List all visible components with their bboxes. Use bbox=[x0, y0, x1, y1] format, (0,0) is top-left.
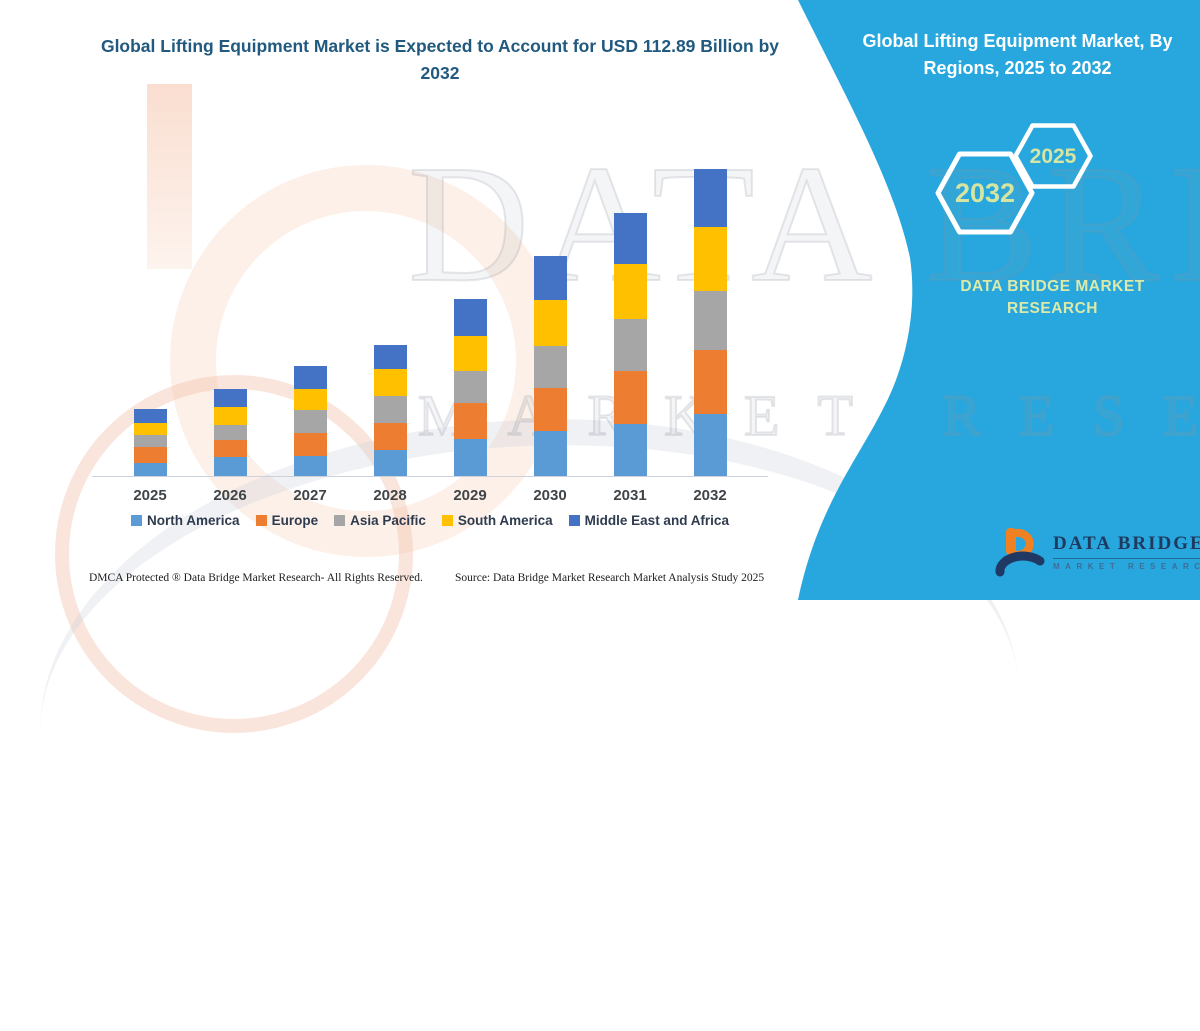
bar-segment bbox=[373, 395, 407, 423]
bar-segment bbox=[693, 290, 727, 351]
logo-swoosh bbox=[995, 551, 1045, 577]
legend: North America Europe Asia Pacific South Ame… bbox=[92, 513, 768, 528]
legend-item: Asia Pacific bbox=[334, 513, 426, 528]
bar-segment bbox=[373, 422, 407, 450]
x-axis-label-2027: 2027 bbox=[293, 487, 327, 504]
legend-marker-icon bbox=[255, 515, 267, 526]
bar-segment bbox=[453, 299, 487, 336]
hexagon-2032: 2032 bbox=[935, 151, 1035, 235]
bar-2028 bbox=[373, 344, 407, 476]
bar-segment bbox=[533, 299, 567, 347]
panel-brand-line2: RESEARCH bbox=[1007, 300, 1098, 317]
bar-segment bbox=[213, 425, 247, 440]
legend-label: Europe bbox=[271, 513, 319, 528]
legend-label: Asia Pacific bbox=[350, 513, 426, 528]
side-panel-shape bbox=[798, 0, 1200, 600]
bar-segment bbox=[533, 387, 567, 432]
bar-2026 bbox=[213, 389, 247, 476]
bar-segment bbox=[213, 439, 247, 457]
x-axis-label-2026: 2026 bbox=[213, 487, 247, 504]
hexagon-2025-outline bbox=[1013, 123, 1093, 189]
hexagon-2025-label: 2025 bbox=[1030, 145, 1077, 168]
bar-segment bbox=[133, 423, 167, 436]
bar-segment bbox=[133, 435, 167, 448]
bar-segment bbox=[213, 406, 247, 426]
bar-segment bbox=[693, 414, 727, 476]
bar-segment bbox=[533, 346, 567, 388]
infographic-canvas: { "header": { "title": "Global Lifting E… bbox=[25, 0, 1200, 1031]
bar-segment bbox=[453, 336, 487, 372]
logo-text-block: DATA BRIDGE MARKET RESEARCH bbox=[1053, 526, 1200, 571]
bar-segment bbox=[613, 424, 647, 476]
legend-item: South America bbox=[441, 513, 553, 528]
bar-segment bbox=[213, 389, 247, 407]
side-panel-title: Global Lifting Equipment Market, By Regi… bbox=[862, 31, 1173, 78]
hexagon-2032-label: 2032 bbox=[955, 178, 1015, 208]
x-axis-label-2031: 2031 bbox=[613, 487, 647, 504]
hexagon-2025: 2025 bbox=[1013, 123, 1093, 189]
bar-segment bbox=[293, 456, 327, 476]
bar-segment bbox=[373, 369, 407, 396]
legend-label: Middle East and Africa bbox=[584, 513, 729, 528]
data-bridge-logo-icon bbox=[995, 528, 1045, 577]
footer-dmca-text: DMCA Protected ® Data Bridge Market Rese… bbox=[89, 572, 423, 584]
bar-segment bbox=[133, 447, 167, 463]
legend-item: Europe bbox=[255, 513, 319, 528]
bar-segment bbox=[373, 344, 407, 370]
legend-marker-icon bbox=[568, 515, 580, 526]
logo-name: DATA BRIDGE bbox=[1053, 533, 1200, 559]
legend-label: North America bbox=[147, 513, 240, 528]
legend-item: Middle East and Africa bbox=[568, 513, 729, 528]
bar-segment bbox=[613, 212, 647, 265]
bar-2030 bbox=[533, 256, 567, 476]
logo-subname: MARKET RESEARCH bbox=[1053, 562, 1200, 571]
x-axis-line bbox=[92, 476, 768, 477]
side-panel-background bbox=[798, 0, 1200, 600]
legend-marker-icon bbox=[334, 515, 346, 526]
bar-2027 bbox=[293, 365, 327, 476]
bar-segment bbox=[133, 462, 167, 476]
chart-title: Global Lifting Equipment Market is Expec… bbox=[100, 36, 780, 83]
hexagon-2032-outline bbox=[935, 151, 1035, 235]
bar-segment bbox=[693, 350, 727, 415]
bar-segment bbox=[453, 371, 487, 404]
bar-2031 bbox=[613, 212, 647, 476]
bar-2029 bbox=[453, 299, 487, 476]
bar-segment bbox=[613, 371, 647, 425]
panel-brand-text: DATA BRIDGE MARKET RESEARCH bbox=[935, 276, 1170, 320]
bar-2032 bbox=[693, 169, 727, 476]
x-axis-label-2030: 2030 bbox=[533, 487, 567, 504]
data-bridge-logo: DATA BRIDGE MARKET RESEARCH bbox=[995, 526, 1200, 580]
legend-label: South America bbox=[457, 513, 553, 528]
bar-segment bbox=[293, 409, 327, 434]
legend-marker-icon bbox=[131, 515, 143, 526]
watermark-logo-stem bbox=[147, 84, 192, 269]
bar-segment bbox=[693, 169, 727, 227]
footer-source-text: Source: Data Bridge Market Research Mark… bbox=[455, 572, 765, 584]
bar-segment bbox=[613, 264, 647, 320]
x-axis-label-2029: 2029 bbox=[453, 487, 487, 504]
legend-marker-icon bbox=[441, 515, 453, 526]
bar-segment bbox=[133, 409, 167, 423]
bar-segment bbox=[293, 433, 327, 457]
bar-segment bbox=[613, 319, 647, 372]
x-axis-label-2032: 2032 bbox=[693, 487, 727, 504]
bar-segment bbox=[533, 256, 567, 300]
x-axis-label-2028: 2028 bbox=[373, 487, 407, 504]
bar-segment bbox=[213, 456, 247, 476]
x-axis-label-2025: 2025 bbox=[133, 487, 167, 504]
legend-item: North America bbox=[131, 513, 240, 528]
bar-segment bbox=[373, 449, 407, 476]
bar-2025 bbox=[133, 409, 167, 476]
bar-segment bbox=[293, 365, 327, 390]
bar-segment bbox=[453, 439, 487, 476]
bar-segment bbox=[533, 431, 567, 476]
bar-segment bbox=[453, 403, 487, 440]
bar-segment bbox=[693, 226, 727, 291]
bar-chart bbox=[110, 160, 750, 476]
bar-segment bbox=[293, 389, 327, 410]
x-axis-labels: 2025 2026 2027 2028 2029 2030 2031 2032 bbox=[110, 487, 750, 507]
panel-brand-line1: DATA BRIDGE MARKET bbox=[960, 278, 1145, 295]
